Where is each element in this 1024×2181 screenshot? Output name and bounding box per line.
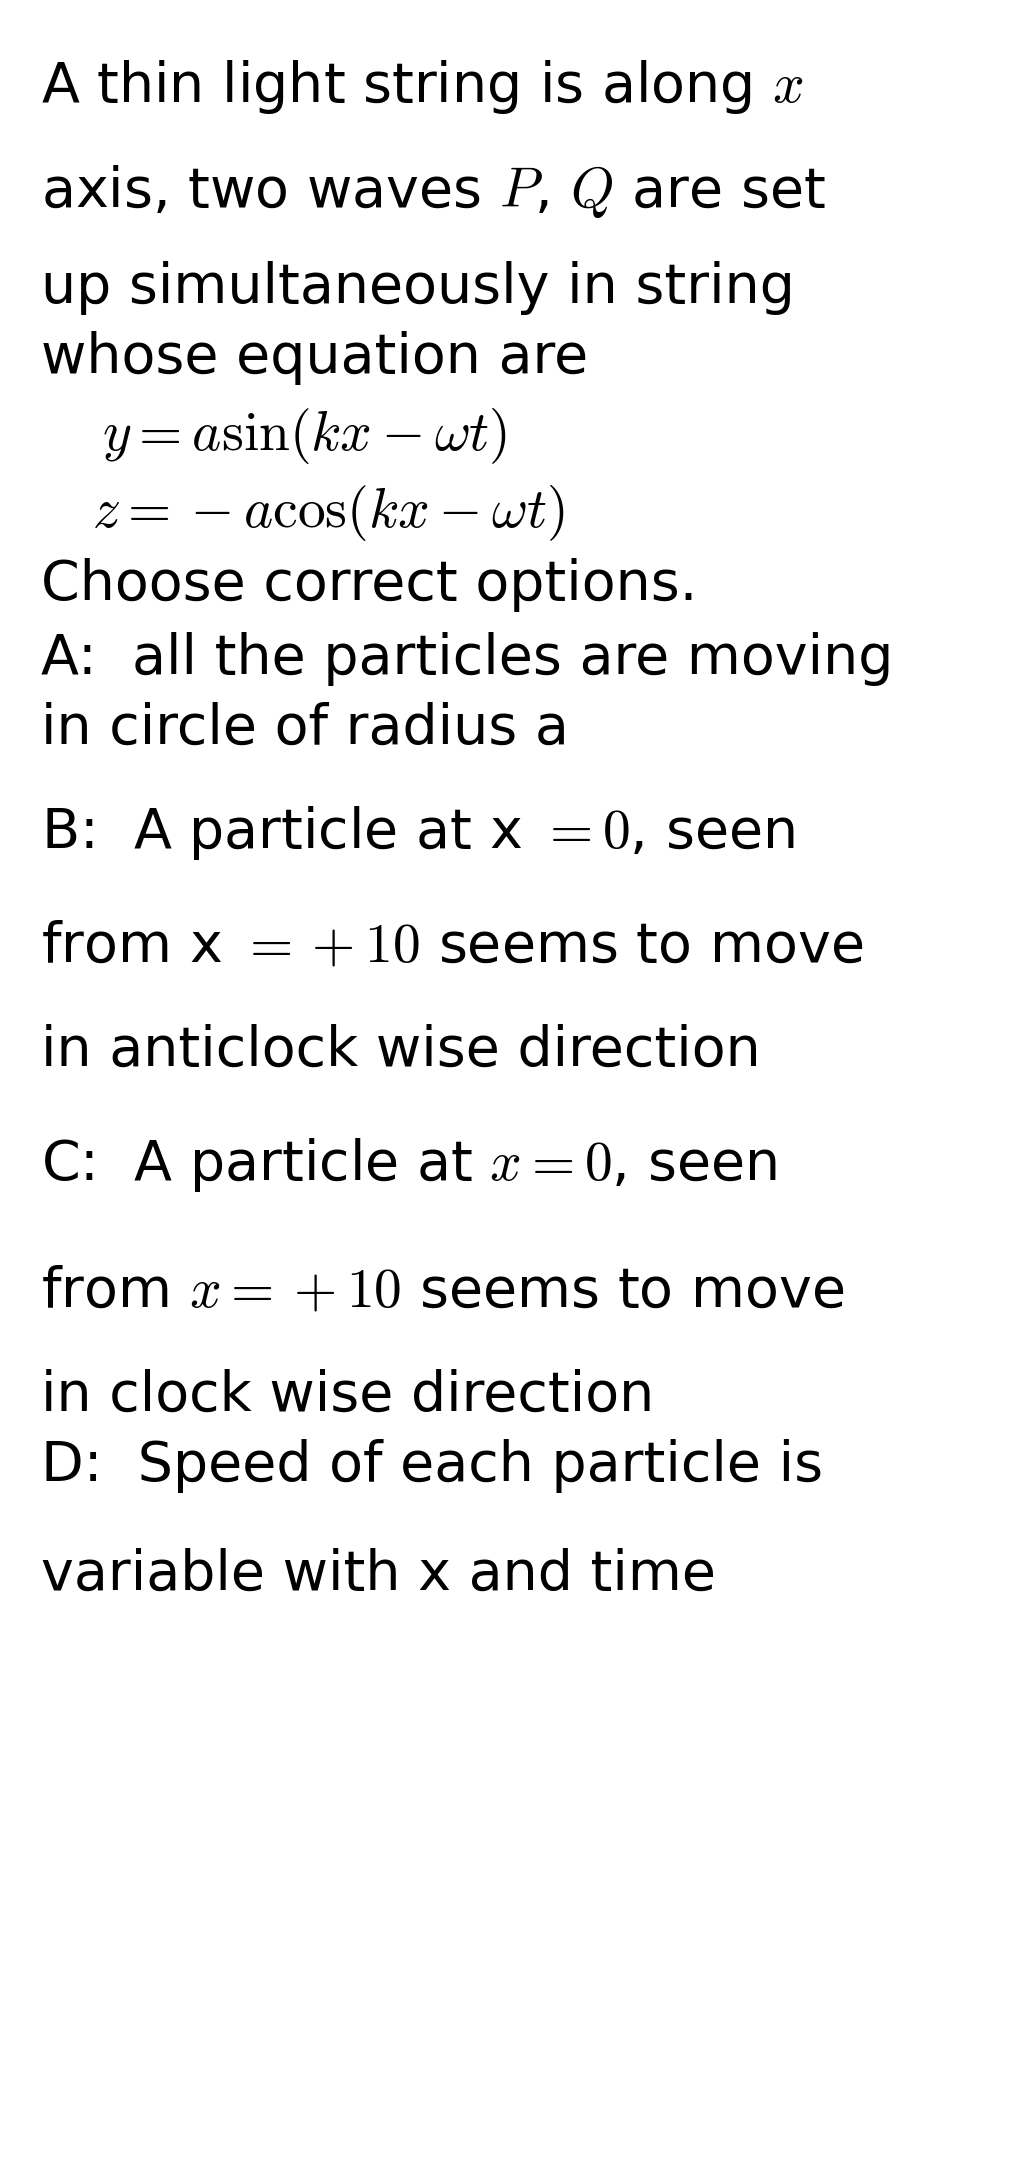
Text: axis, two waves $P$, $Q$ are set: axis, two waves $P$, $Q$ are set bbox=[41, 164, 825, 220]
Text: A:  all the particles are moving: A: all the particles are moving bbox=[41, 632, 893, 685]
Text: from $x = +10$ seems to move: from $x = +10$ seems to move bbox=[41, 1265, 845, 1317]
Text: Choose correct options.: Choose correct options. bbox=[41, 558, 697, 611]
Text: $y = a\sin(kx - \omega t)$: $y = a\sin(kx - \omega t)$ bbox=[102, 406, 508, 467]
Text: C:  A particle at $x = 0$, seen: C: A particle at $x = 0$, seen bbox=[41, 1136, 776, 1193]
Text: variable with x and time: variable with x and time bbox=[41, 1549, 716, 1601]
Text: in anticlock wise direction: in anticlock wise direction bbox=[41, 1025, 761, 1077]
Text: B:  A particle at x $= 0$, seen: B: A particle at x $= 0$, seen bbox=[41, 805, 795, 861]
Text: whose equation are: whose equation are bbox=[41, 332, 588, 384]
Text: up simultaneously in string: up simultaneously in string bbox=[41, 262, 795, 314]
Text: $z = -a\cos(kx - \omega t)$: $z = -a\cos(kx - \omega t)$ bbox=[92, 482, 564, 543]
Text: in circle of radius a: in circle of radius a bbox=[41, 702, 569, 755]
Text: in clock wise direction: in clock wise direction bbox=[41, 1370, 654, 1422]
Text: D:  Speed of each particle is: D: Speed of each particle is bbox=[41, 1439, 823, 1492]
Text: from x $= +10$ seems to move: from x $= +10$ seems to move bbox=[41, 920, 863, 973]
Text: A thin light string is along $x$: A thin light string is along $x$ bbox=[41, 59, 804, 116]
